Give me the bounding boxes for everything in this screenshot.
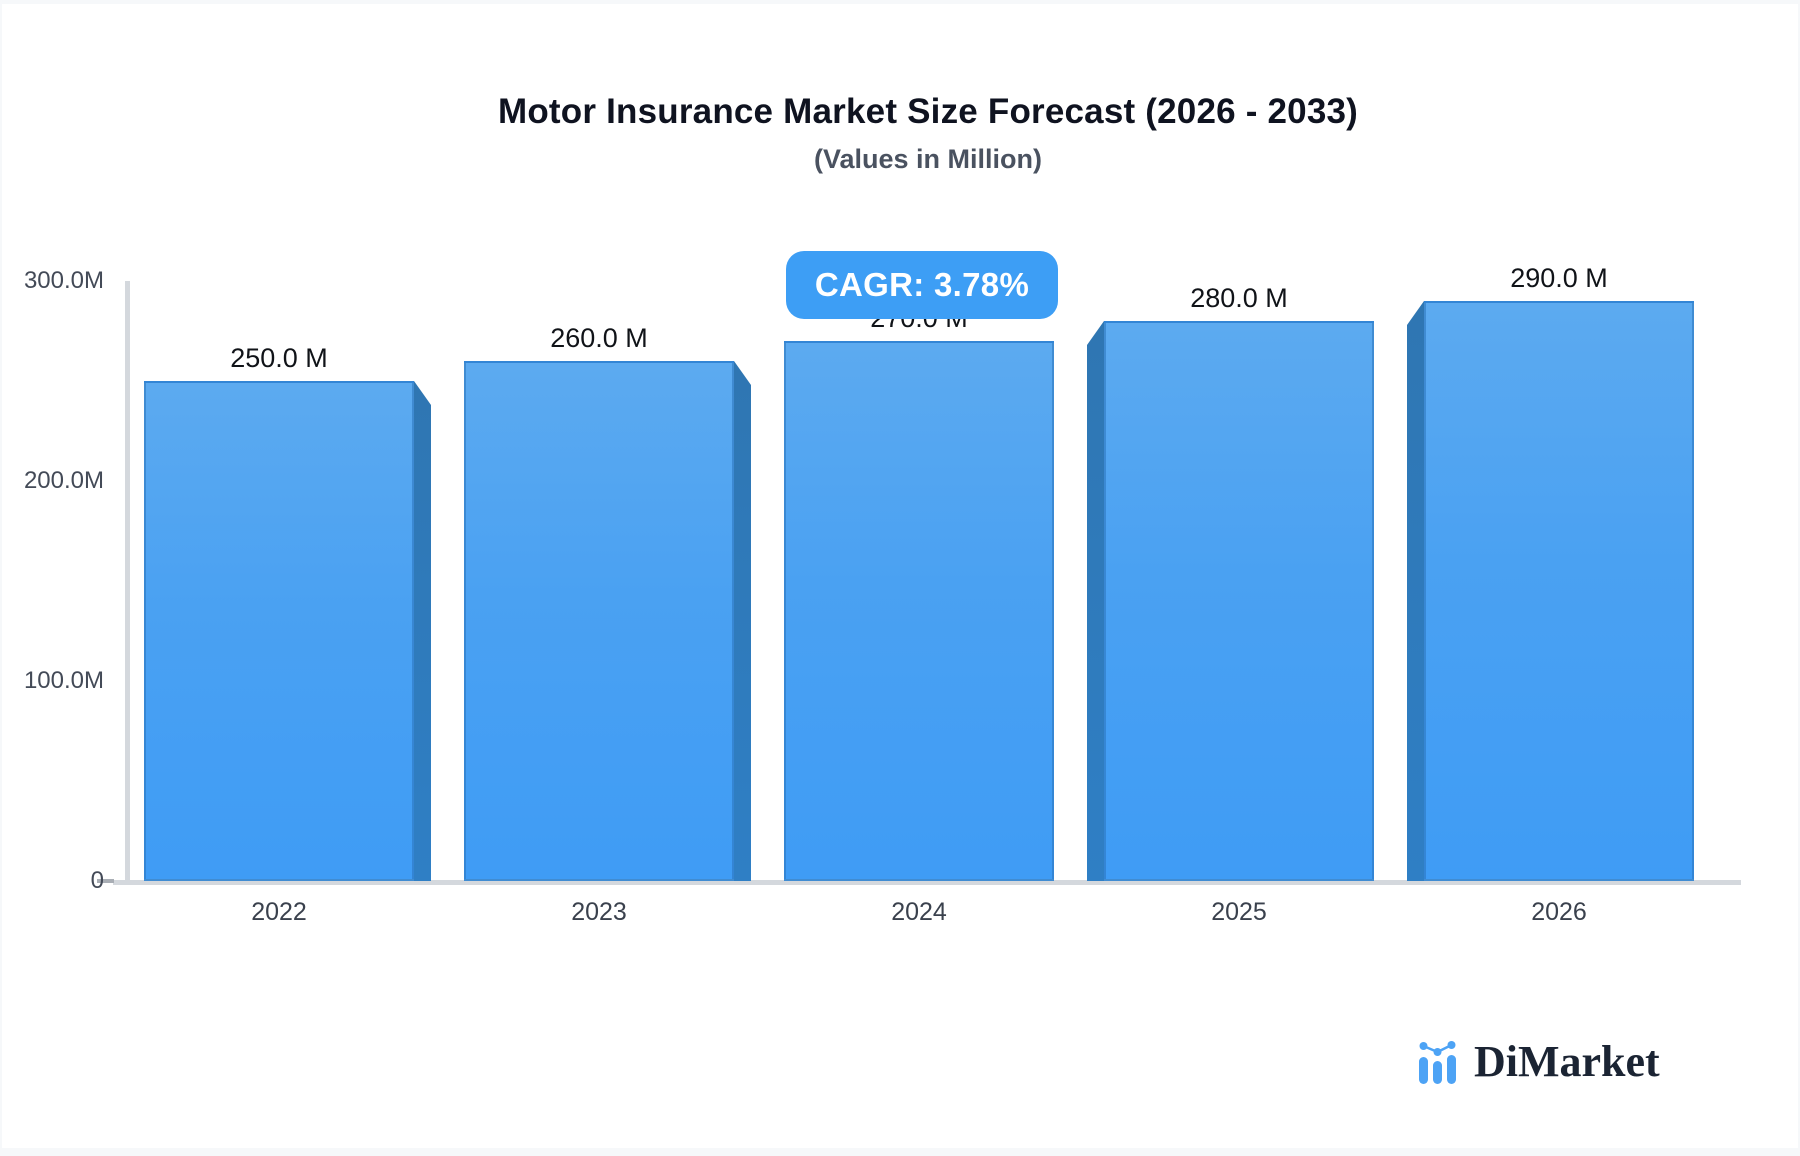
bar-value-label: 250.0 M — [230, 343, 328, 373]
x-axis-line — [113, 880, 1741, 885]
y-tick-label: 0 — [90, 867, 104, 894]
bar-face — [1104, 321, 1374, 881]
x-tick-label: 2025 — [1211, 898, 1267, 926]
bar-line-chart-icon — [1418, 1040, 1460, 1084]
bar-2024[interactable]: 270.0 M — [784, 303, 1054, 881]
bar-2025[interactable]: 280.0 M — [1087, 283, 1374, 881]
cagr-badge-label: CAGR: 3.78% — [814, 266, 1030, 303]
bar-value-label: 260.0 M — [550, 323, 648, 353]
x-tick-label: 2026 — [1531, 898, 1587, 926]
y-tick-label: 300.0M — [23, 267, 104, 294]
bar-3d-side — [1407, 301, 1424, 881]
brand-logo[interactable]: DiMarket — [1418, 1040, 1660, 1084]
bar-face — [144, 381, 414, 881]
bar-3d-side — [1087, 321, 1104, 881]
bar-value-label: 280.0 M — [1190, 283, 1288, 313]
bar-3d-side — [414, 381, 431, 881]
brand-logo-text: DiMarket — [1474, 1037, 1660, 1086]
x-tick-label: 2024 — [891, 898, 947, 926]
bar-2022[interactable]: 250.0 M — [144, 343, 431, 881]
bar-3d-side — [734, 361, 751, 881]
x-tick-label: 2022 — [251, 898, 307, 926]
bar-value-label: 290.0 M — [1510, 263, 1608, 293]
bar-face — [464, 361, 734, 881]
bar-face — [784, 341, 1054, 881]
chart-title: Motor Insurance Market Size Forecast (20… — [497, 92, 1359, 131]
bar-2026[interactable]: 290.0 M — [1407, 263, 1694, 881]
cagr-badge: CAGR: 3.78% — [786, 251, 1058, 319]
chart-subtitle: (Values in Million) — [813, 144, 1043, 174]
x-tick-label: 2023 — [571, 898, 627, 926]
y-axis-line — [125, 281, 130, 884]
zero-tick-mark — [97, 879, 114, 883]
y-tick-label: 100.0M — [23, 667, 104, 694]
bar-face — [1424, 301, 1694, 881]
y-tick-label: 200.0M — [23, 467, 104, 494]
bar-2023[interactable]: 260.0 M — [464, 323, 751, 881]
